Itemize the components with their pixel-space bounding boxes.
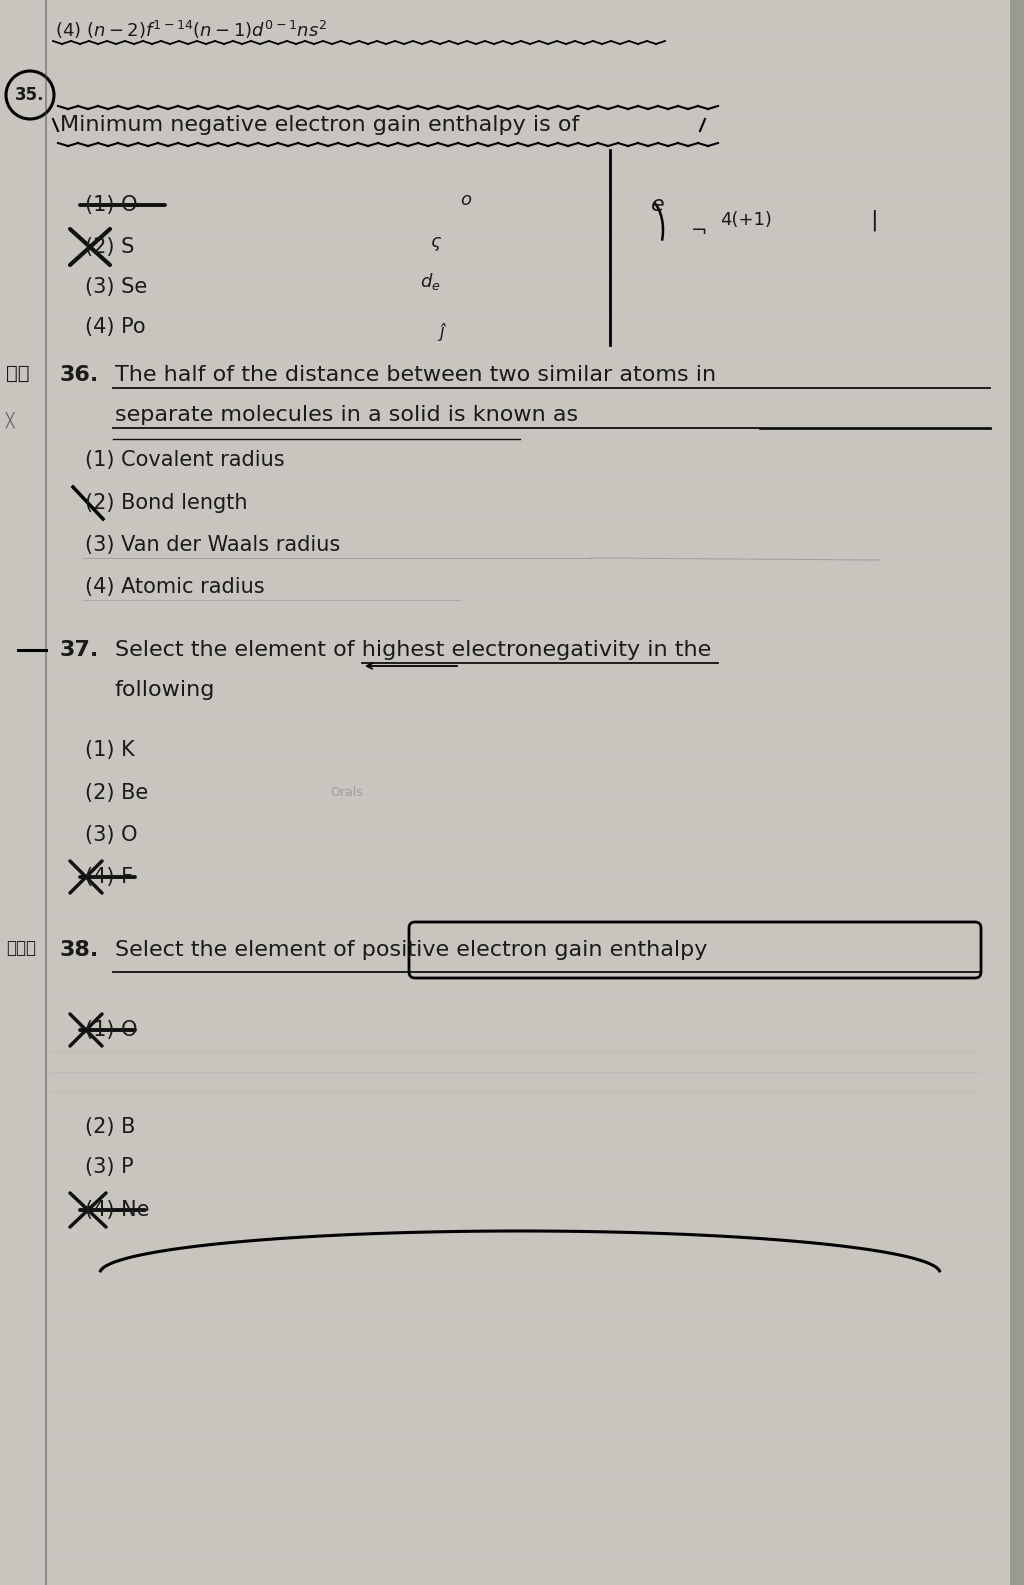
Text: (1) O: (1) O xyxy=(85,195,137,216)
Text: (4) Atomic radius: (4) Atomic radius xyxy=(85,577,264,598)
Text: ĵ: ĵ xyxy=(440,323,444,341)
Text: (3) P: (3) P xyxy=(85,1157,133,1178)
Text: (3) Van der Waals radius: (3) Van der Waals radius xyxy=(85,536,340,555)
Text: Orals: Orals xyxy=(330,786,362,799)
Text: नयी: नयी xyxy=(6,938,36,957)
Text: (2) S: (2) S xyxy=(85,238,134,257)
Text: separate molecules in a solid is known as: separate molecules in a solid is known a… xyxy=(115,406,579,425)
Text: 38.: 38. xyxy=(60,940,99,961)
Text: (2) B: (2) B xyxy=(85,1117,135,1136)
Text: $e$: $e$ xyxy=(650,195,665,216)
Text: Select the element of highest electronegativity in the: Select the element of highest electroneg… xyxy=(115,640,712,659)
Text: |: | xyxy=(870,209,878,231)
Text: The half of the distance between two similar atoms in: The half of the distance between two sim… xyxy=(115,365,716,385)
Bar xyxy=(1010,0,1024,1585)
Text: Select the element of positive electron gain enthalpy: Select the element of positive electron … xyxy=(115,940,708,961)
Text: 35.: 35. xyxy=(15,86,45,105)
Text: following: following xyxy=(115,680,215,701)
Text: (1) K: (1) K xyxy=(85,740,135,759)
Text: $\neg$: $\neg$ xyxy=(690,220,707,239)
Text: ς: ς xyxy=(430,233,440,250)
Text: (1) Covalent radius: (1) Covalent radius xyxy=(85,450,285,471)
Text: (2) Bond length: (2) Bond length xyxy=(85,493,248,514)
Text: Minimum negative electron gain enthalpy is of: Minimum negative electron gain enthalpy … xyxy=(60,116,580,135)
Text: $d_e$: $d_e$ xyxy=(420,271,440,293)
Text: (4) Po: (4) Po xyxy=(85,317,145,338)
Text: 36.: 36. xyxy=(60,365,99,385)
Text: (1) O: (1) O xyxy=(85,1021,137,1040)
Text: (2) Be: (2) Be xyxy=(85,783,148,804)
Text: 37.: 37. xyxy=(60,640,99,659)
Text: (4) $(n-2)f^{1-14}(n-1)d^{0-1}ns^2$: (4) $(n-2)f^{1-14}(n-1)d^{0-1}ns^2$ xyxy=(55,19,327,41)
Text: (4) F: (4) F xyxy=(85,867,133,888)
Text: (3) Se: (3) Se xyxy=(85,277,147,296)
Text: (4) Ne: (4) Ne xyxy=(85,1200,150,1220)
Text: ╳: ╳ xyxy=(6,412,14,428)
Text: o: o xyxy=(460,192,471,209)
Text: का: का xyxy=(6,363,30,382)
Text: (3) O: (3) O xyxy=(85,826,137,845)
Text: 4(+1): 4(+1) xyxy=(720,211,772,228)
